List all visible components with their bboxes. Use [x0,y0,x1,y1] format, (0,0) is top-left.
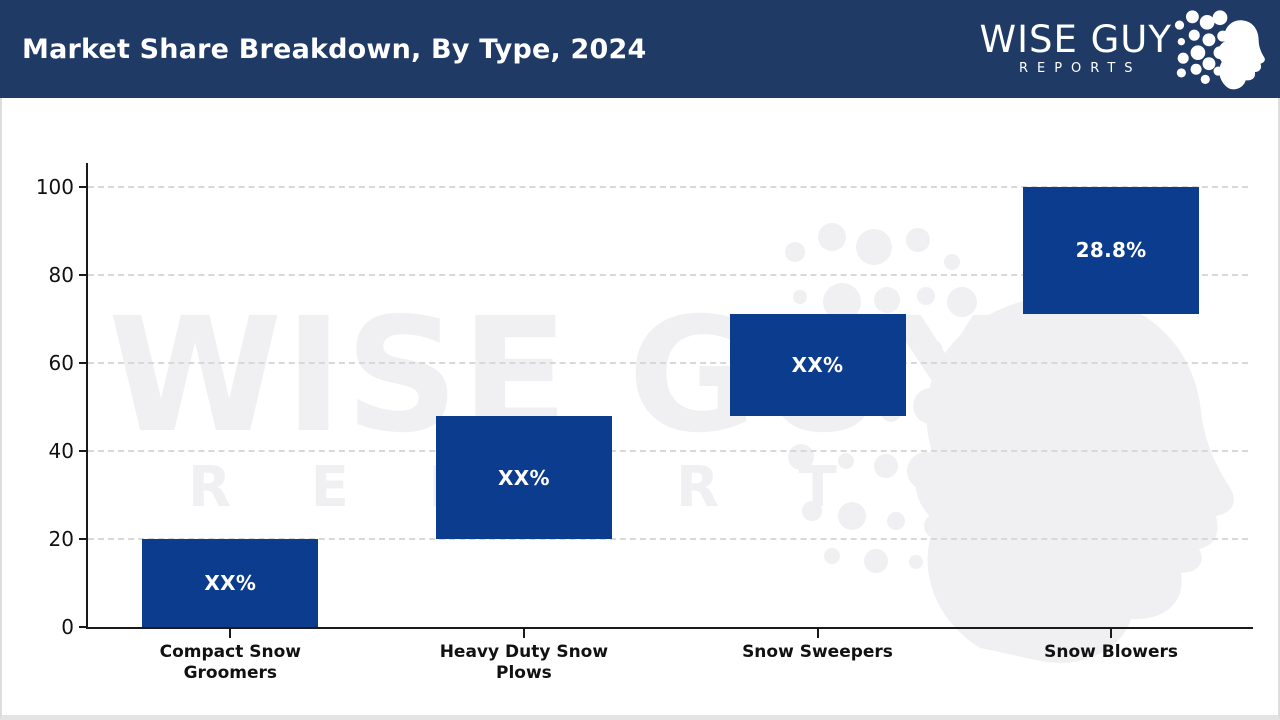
logo-face-icon [1174,10,1265,90]
logo-sub-text: REPORTS [1018,61,1142,76]
bar-segment: 28.8% [1023,187,1200,314]
y-tick [79,274,88,276]
y-tick [79,626,88,628]
y-tick-label: 20 [48,527,74,551]
y-tick [79,538,88,540]
logo-wordmark: WISE GUY REPORTS [980,21,1172,77]
category-label: Compact Snow Groomers [90,642,370,684]
gridline [88,362,1248,364]
y-tick-label: 80 [48,263,74,287]
y-tick-label: 40 [48,439,74,463]
x-tick [229,629,232,638]
bar-segment: XX% [142,539,319,627]
category-label: Heavy Duty Snow Plows [384,642,664,684]
bar-segment: XX% [729,313,906,417]
y-axis-line [86,163,88,629]
page-title: Market Share Breakdown, By Type, 2024 [22,33,647,65]
y-tick-label: 60 [48,351,74,375]
category-label-line: Snow Blowers [1044,642,1179,662]
header-bar: Market Share Breakdown, By Type, 2024 WI… [0,0,1280,98]
y-tick [79,450,88,452]
category-label-line: Compact Snow [159,642,301,662]
gridline [88,274,1248,276]
bar-value-label: XX% [204,571,257,595]
bar-value-label: 28.8% [1075,238,1147,263]
bar-value-label: XX% [498,465,550,490]
x-tick [1110,629,1113,638]
y-tick-label: 0 [61,615,74,639]
category-label-line: Plows [495,663,552,683]
x-tick [522,629,525,638]
category-label-line: Groomers [183,663,278,683]
category-label: Snow Blowers [971,642,1251,663]
y-tick [79,362,88,364]
x-axis-line [86,627,1253,629]
category-label-line: Heavy Duty Snow [439,642,609,662]
logo-brand-text: WISE GUY [979,18,1172,61]
x-tick [816,629,819,638]
y-tick-label: 100 [35,175,74,199]
category-label-line: Snow Sweepers [742,642,893,662]
category-label: Snow Sweepers [678,642,958,663]
gridline [88,450,1248,452]
bar-value-label: XX% [791,352,844,377]
gridline [88,538,1248,540]
bar-segment: XX% [435,416,612,539]
gridline [88,186,1248,188]
y-tick [79,186,88,188]
wiseguy-logo: WISE GUY REPORTS [980,5,1266,93]
